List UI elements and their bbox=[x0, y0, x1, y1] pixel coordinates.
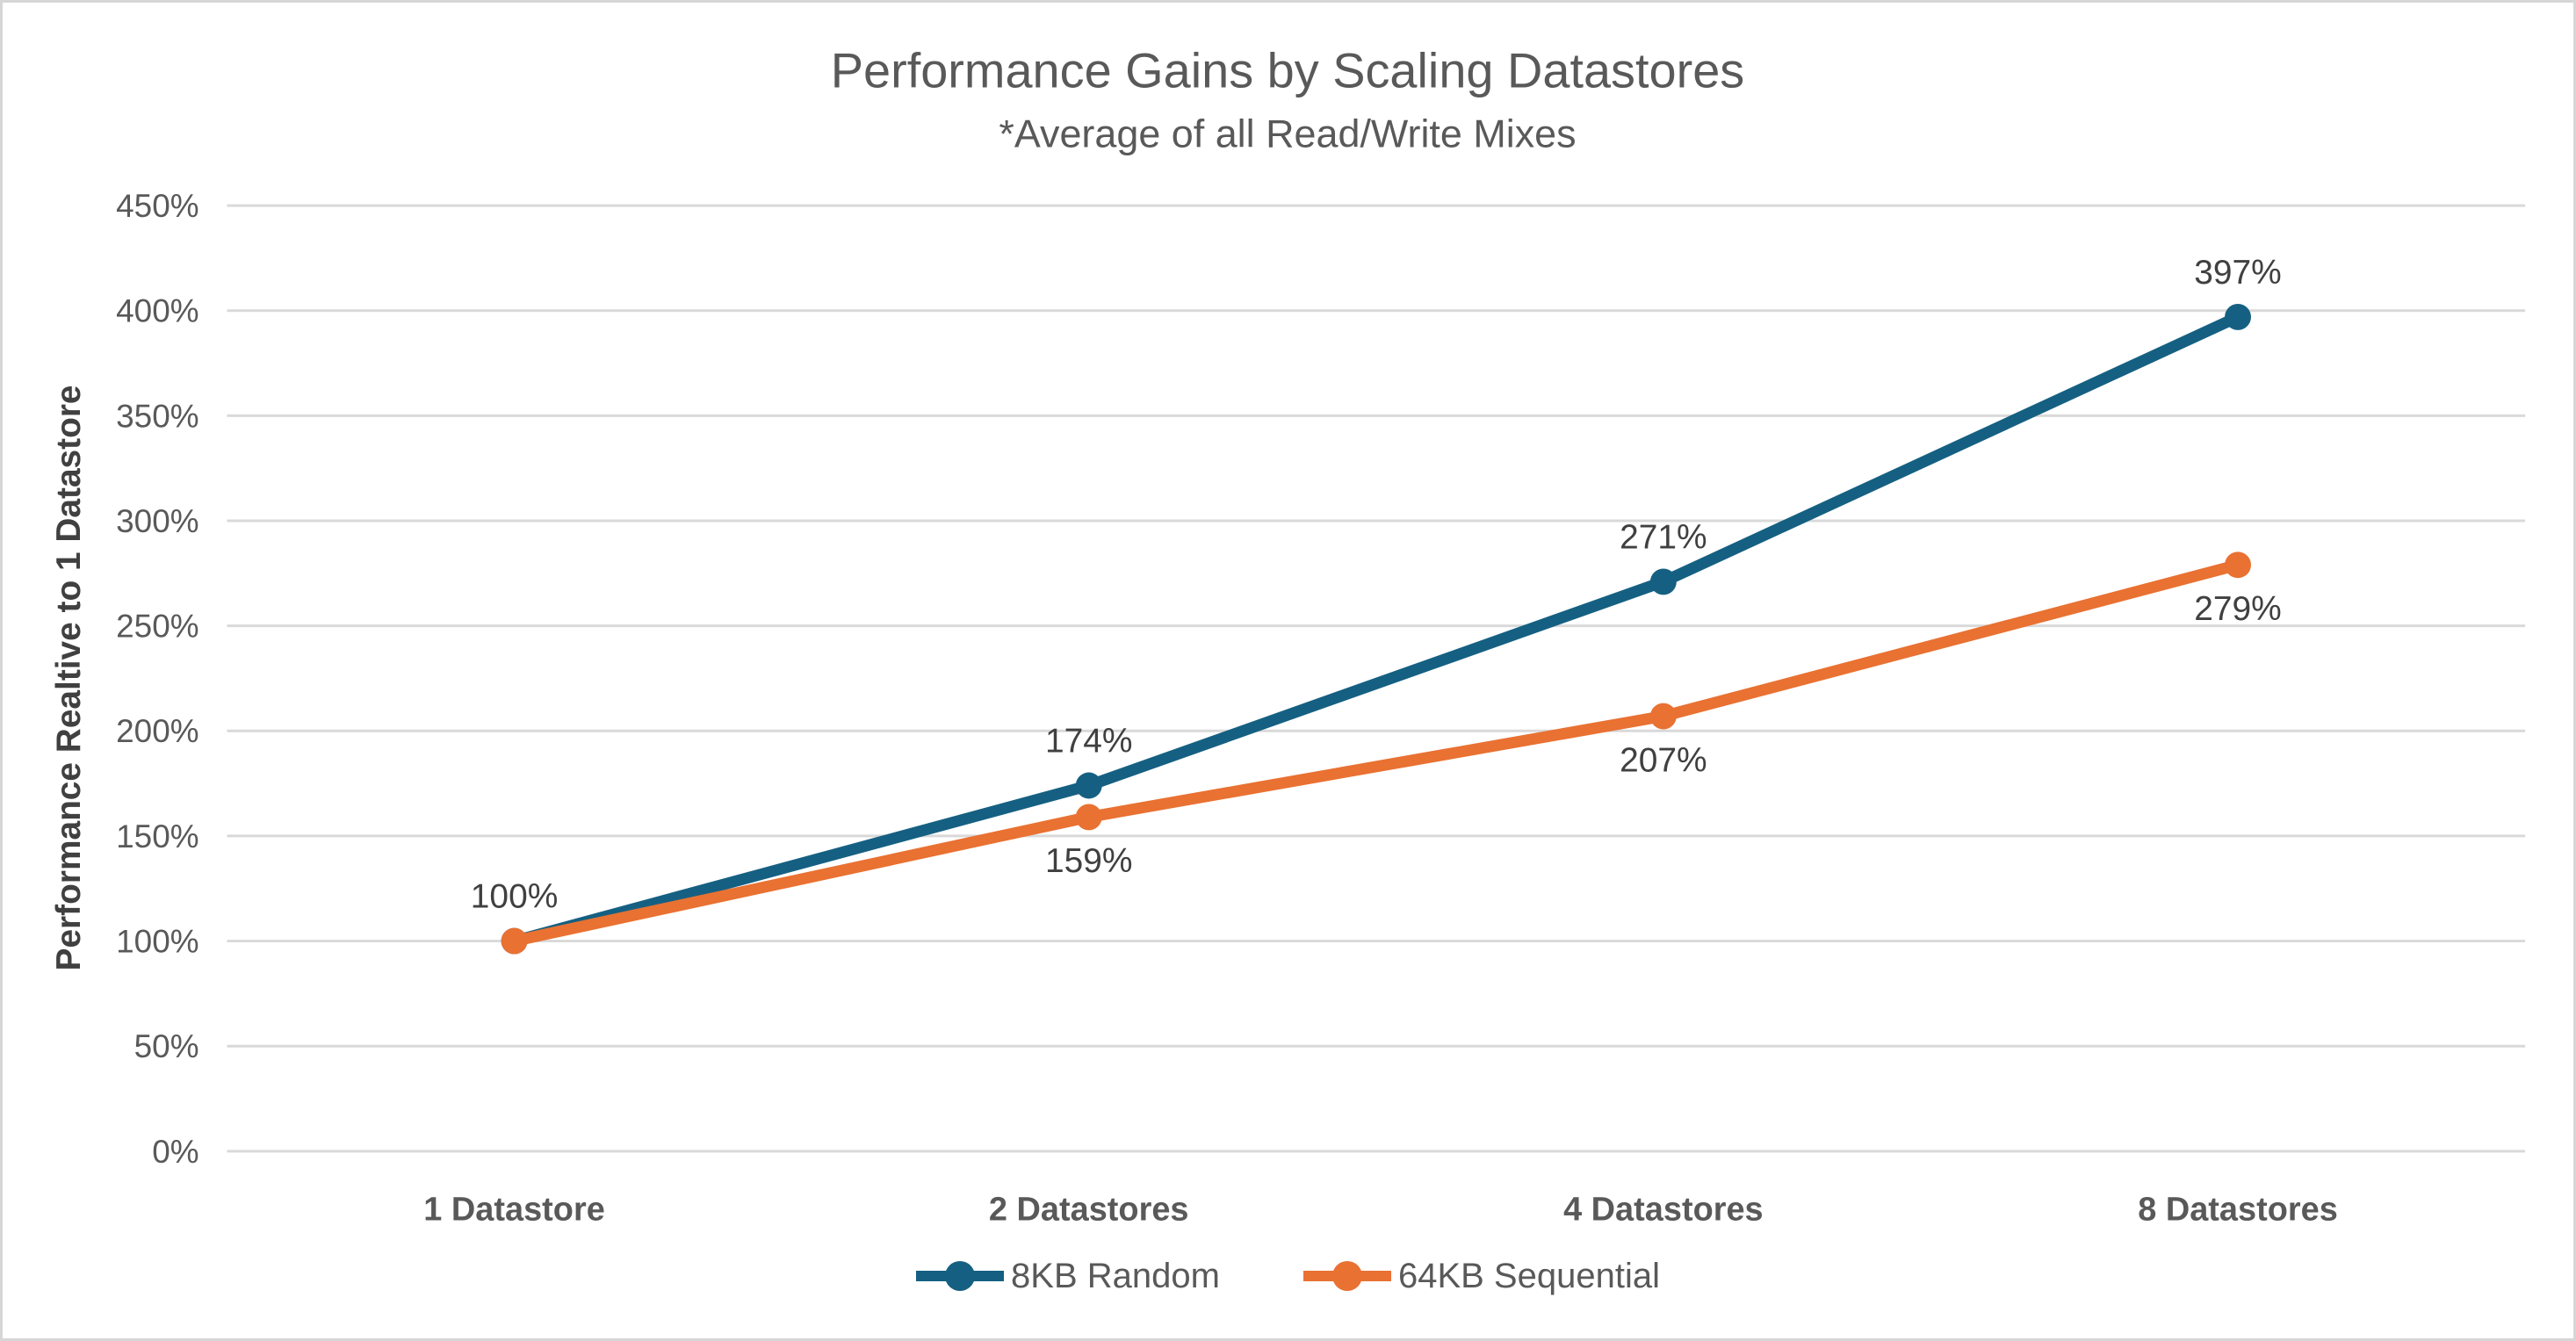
legend-label-8kb-random: 8KB Random bbox=[1011, 1257, 1220, 1295]
legend-item-64kb-sequential: 64KB Sequential bbox=[1302, 1257, 1660, 1295]
y-tick-label: 450% bbox=[116, 188, 198, 224]
legend-item-8kb-random: 8KB Random bbox=[916, 1258, 1220, 1294]
gridlines-layer: 0% 50% 100% 150% 200% 250% 300% 350% 400% 450% 1 D… bbox=[116, 188, 2526, 1229]
chart-title: Performance Gains by Scaling Datastores bbox=[831, 43, 1744, 98]
data-label: 174% bbox=[1045, 723, 1133, 761]
y-tick-label: 300% bbox=[116, 503, 198, 539]
chart-subtitle: *Average of all Read/Write Mixes bbox=[999, 111, 1576, 155]
y-tick-label: 350% bbox=[116, 398, 198, 434]
x-tick-label: 4 Datastores bbox=[1563, 1192, 1764, 1229]
labels-layer: 100% 174% 271% 397% 159% 207% 279% bbox=[471, 254, 2282, 916]
y-axis-title: Performance Realtive to 1 Datastore bbox=[50, 385, 88, 970]
data-point-marker bbox=[1649, 703, 1677, 730]
y-tick-label: 400% bbox=[116, 293, 198, 329]
y-tick-label: 200% bbox=[116, 713, 198, 749]
data-point-marker bbox=[501, 927, 528, 955]
y-tick-label: 50% bbox=[134, 1028, 199, 1064]
series-line-8kb-random bbox=[509, 311, 2244, 948]
x-tick-label: 1 Datastore bbox=[423, 1192, 604, 1229]
data-point-marker bbox=[1649, 568, 1677, 595]
legend: 8KB Random 64KB Sequential bbox=[3, 1258, 2573, 1294]
chart-canvas: 0% 50% 100% 150% 200% 250% 300% 350% 400% 450% 1 D… bbox=[50, 43, 2526, 1229]
data-label: 159% bbox=[1045, 842, 1133, 880]
data-point-marker bbox=[2225, 552, 2252, 579]
x-tick-label: 8 Datastores bbox=[2138, 1192, 2338, 1229]
data-label: 397% bbox=[2194, 254, 2282, 292]
x-tick-label: 2 Datastores bbox=[989, 1192, 1189, 1229]
data-label: 207% bbox=[1620, 741, 1707, 779]
legend-dot bbox=[1331, 1261, 1362, 1291]
y-tick-label: 150% bbox=[116, 818, 198, 854]
legend-marker-icon bbox=[916, 1261, 1005, 1291]
data-point-marker bbox=[1075, 772, 1102, 799]
legend-dot bbox=[945, 1261, 976, 1291]
data-point-marker bbox=[2225, 303, 2252, 330]
series-line-64kb-sequential bbox=[509, 559, 2244, 948]
data-label: 100% bbox=[471, 878, 559, 916]
data-label: 271% bbox=[1620, 519, 1707, 557]
data-point-marker bbox=[1075, 804, 1102, 831]
y-tick-label: 250% bbox=[116, 609, 198, 645]
y-tick-label: 100% bbox=[116, 924, 198, 960]
y-tick-label: 0% bbox=[152, 1134, 198, 1170]
legend-marker-icon bbox=[1302, 1261, 1391, 1291]
data-label: 279% bbox=[2194, 590, 2282, 628]
series-layer bbox=[501, 303, 2252, 955]
legend-label-64kb-sequential: 64KB Sequential bbox=[1397, 1257, 1660, 1295]
